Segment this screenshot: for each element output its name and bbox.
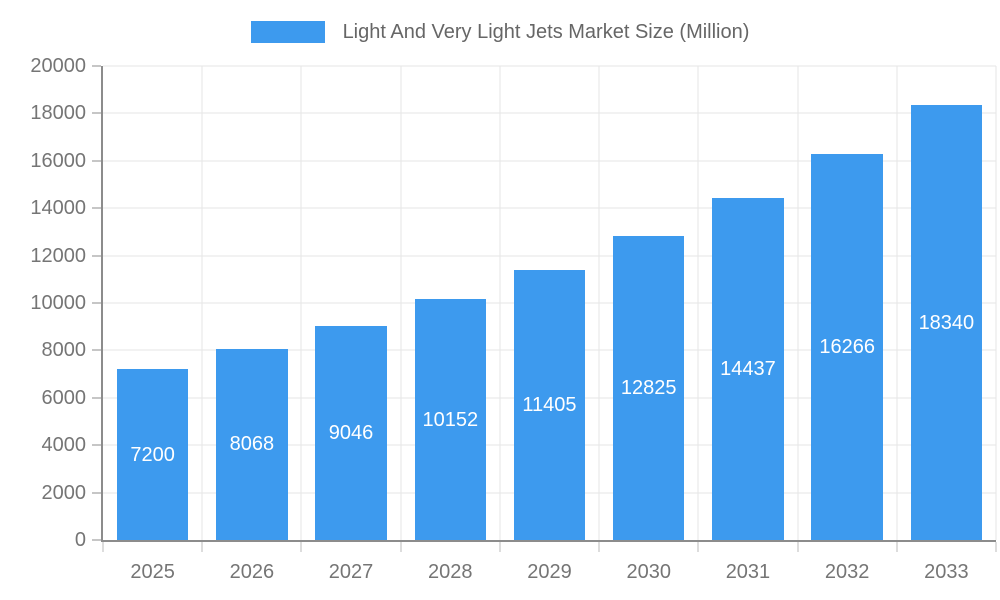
- bar-value-label: 14437: [720, 357, 776, 380]
- bar[interactable]: 9046: [315, 325, 387, 540]
- bar-value-label: 18340: [918, 311, 975, 334]
- x-axis-label: 2025: [130, 561, 175, 583]
- y-gridline: [103, 207, 996, 209]
- x-axis-label: 2032: [824, 561, 870, 583]
- bar-value-label: 7200: [130, 443, 175, 466]
- y-axis-label: 12000: [30, 244, 86, 267]
- bar[interactable]: 16266: [811, 154, 883, 540]
- bar[interactable]: 11405: [513, 269, 586, 540]
- legend-label: Light And Very Light Jets Market Size (M…: [342, 21, 750, 43]
- y-axis-label: 6000: [41, 386, 87, 409]
- y-axis-label: 20000: [30, 55, 86, 77]
- x-gridline: [499, 66, 501, 540]
- x-axis-label: 2028: [428, 561, 473, 583]
- x-gridline: [300, 66, 302, 540]
- bar-value-label: 8068: [229, 433, 275, 456]
- y-gridline: [103, 65, 996, 67]
- bar[interactable]: 18340: [910, 105, 983, 540]
- x-axis-tick: [201, 542, 203, 552]
- x-axis-label: 2033: [924, 561, 969, 583]
- y-axis-label: 4000: [41, 434, 87, 457]
- x-axis-tick: [400, 542, 402, 552]
- bar[interactable]: 10152: [414, 299, 486, 540]
- plot-area: 0 2000 4000 6000 8000 10000 12000 14000 16000 180…: [30, 55, 997, 583]
- y-axis-label: 18000: [30, 102, 86, 125]
- x-gridline: [400, 66, 402, 540]
- y-gridline: [103, 112, 996, 114]
- x-axis-label: 2029: [527, 561, 572, 583]
- x-gridline: [697, 66, 699, 540]
- y-axis-label: 2000: [41, 481, 87, 504]
- x-axis-tick: [102, 542, 104, 552]
- x-axis-label: 2027: [328, 561, 374, 583]
- y-axis-tick: [92, 397, 101, 399]
- bar[interactable]: 7200: [116, 369, 189, 540]
- y-axis-tick: [92, 160, 101, 162]
- x-axis-tick: [300, 542, 302, 552]
- bar-value-label: 9046: [328, 421, 374, 444]
- legend-swatch-icon: [250, 21, 325, 43]
- y-axis-tick: [92, 112, 101, 114]
- legend[interactable]: Light And Very Light Jets Market Size (M…: [0, 19, 1000, 45]
- x-axis-tick: [499, 542, 501, 552]
- y-gridline: [103, 255, 996, 257]
- x-gridline: [201, 66, 203, 540]
- y-axis-label: 16000: [30, 149, 86, 172]
- bar[interactable]: 14437: [712, 197, 784, 540]
- x-axis-tick: [598, 542, 600, 552]
- x-gridline: [995, 66, 997, 540]
- x-axis-tick: [697, 542, 699, 552]
- x-axis-tick: [896, 542, 898, 552]
- bar[interactable]: 12825: [613, 236, 685, 540]
- y-axis-tick: [92, 302, 101, 304]
- y-axis-tick: [92, 444, 101, 446]
- bar-value-label: 11405: [522, 393, 577, 416]
- bar-value-label: 16266: [819, 336, 875, 359]
- y-axis-tick: [92, 207, 101, 209]
- x-axis-label: 2031: [725, 561, 771, 583]
- bar[interactable]: 8068: [216, 348, 288, 540]
- x-axis-tick: [995, 542, 997, 552]
- y-axis-tick: [92, 255, 101, 257]
- x-gridline: [896, 66, 898, 540]
- y-axis-label: 10000: [30, 292, 86, 314]
- x-axis-label: 2030: [626, 561, 671, 583]
- bar-value-label: 12825: [620, 377, 677, 400]
- y-axis-label: 14000: [30, 197, 86, 220]
- y-axis-tick: [92, 349, 101, 351]
- x-gridline: [797, 66, 799, 540]
- x-gridline: [598, 66, 600, 540]
- y-axis-label: 8000: [41, 339, 87, 362]
- y-axis-tick: [92, 65, 101, 67]
- x-axis-label: 2026: [229, 561, 275, 583]
- y-gridline: [103, 160, 996, 162]
- y-axis-tick: [92, 492, 101, 494]
- x-axis-tick: [797, 542, 799, 552]
- y-axis-label: 0: [74, 529, 86, 551]
- y-axis-tick: [92, 539, 101, 541]
- bar-value-label: 10152: [422, 408, 479, 431]
